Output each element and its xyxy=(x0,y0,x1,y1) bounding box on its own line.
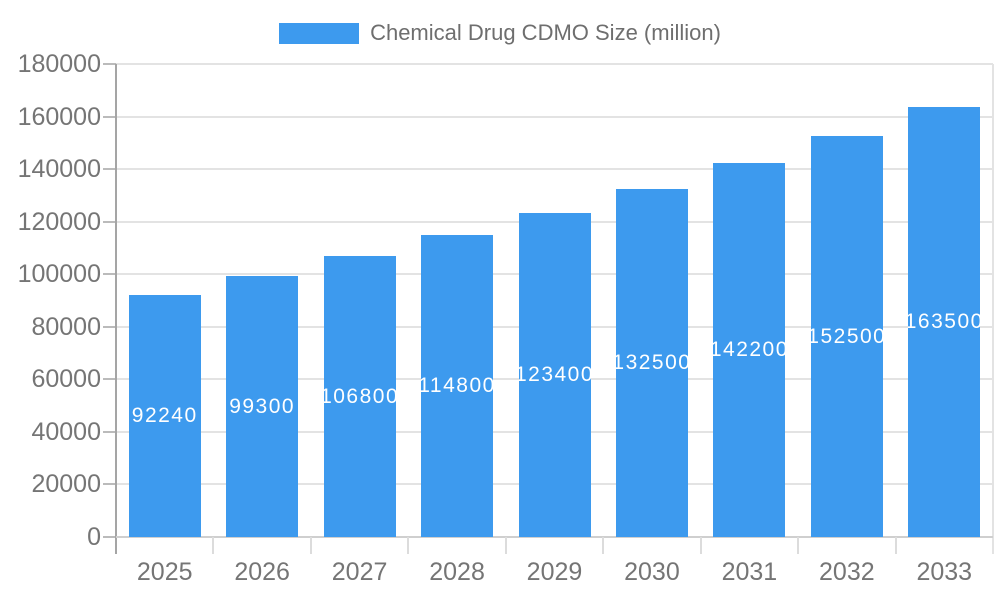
x-axis-tick-label: 2026 xyxy=(234,558,290,586)
bar-value-label: 99300 xyxy=(229,394,296,418)
bar[interactable]: 152500 xyxy=(810,136,883,537)
y-axis-line xyxy=(115,64,117,554)
legend[interactable]: Chemical Drug CDMO Size (million) xyxy=(0,22,1000,44)
y-tick-mark xyxy=(103,220,116,223)
y-axis-tick-label: 40000 xyxy=(31,417,101,446)
y-tick-mark xyxy=(103,430,116,433)
y-gridline xyxy=(116,115,993,118)
y-tick-mark xyxy=(103,536,116,538)
bar-value-label: 106800 xyxy=(323,384,396,408)
bar[interactable]: 142200 xyxy=(713,163,786,537)
x-axis-tick-label: 2027 xyxy=(331,558,388,586)
bar[interactable]: 114800 xyxy=(421,235,494,537)
y-axis-tick-label: 60000 xyxy=(31,365,101,394)
legend-swatch-icon xyxy=(279,22,360,44)
y-tick-mark xyxy=(103,115,116,118)
y-axis-tick-label: 160000 xyxy=(17,102,101,131)
x-axis-tick-label: 2033 xyxy=(916,558,973,586)
bar[interactable]: 99300 xyxy=(226,276,299,537)
x-axis-tick-label: 2029 xyxy=(526,558,583,586)
y-gridline xyxy=(116,63,993,65)
x-axis-tick-label: 2028 xyxy=(429,558,485,586)
x-tick-mark xyxy=(309,537,312,554)
bar[interactable]: 132500 xyxy=(615,188,688,537)
legend-label: Chemical Drug CDMO Size (million) xyxy=(370,20,721,45)
y-axis-tick-label: 180000 xyxy=(17,50,101,78)
bar-value-label: 142200 xyxy=(713,338,786,362)
y-tick-mark xyxy=(103,325,116,328)
bar-value-label: 163500 xyxy=(908,310,981,334)
bar[interactable]: 123400 xyxy=(518,212,591,537)
y-axis-tick-label: 120000 xyxy=(17,207,101,236)
y-tick-mark xyxy=(103,483,116,486)
y-axis-tick-label: 80000 xyxy=(31,312,101,341)
bar-value-label: 114800 xyxy=(421,374,494,398)
x-tick-mark xyxy=(797,537,800,554)
bar[interactable]: 92240 xyxy=(128,294,201,537)
x-axis-tick-label: 2032 xyxy=(819,558,875,586)
y-gridline xyxy=(116,168,993,171)
x-tick-mark xyxy=(699,537,702,554)
bar-value-label: 152500 xyxy=(810,324,883,348)
bar[interactable]: 106800 xyxy=(323,256,396,537)
y-axis-tick-label: 20000 xyxy=(31,470,101,499)
bar-value-label: 92240 xyxy=(131,403,198,427)
y-tick-mark xyxy=(103,168,116,171)
x-axis-tick-label: 2025 xyxy=(136,558,193,586)
bar[interactable]: 163500 xyxy=(908,107,981,537)
y-axis-tick-label: 140000 xyxy=(17,155,101,184)
x-axis-tick-label: 2030 xyxy=(624,558,680,586)
plot-right-border xyxy=(992,64,994,554)
x-tick-mark xyxy=(602,537,605,554)
y-tick-mark xyxy=(103,273,116,276)
y-axis-tick-label: 0 xyxy=(87,523,101,551)
y-tick-mark xyxy=(103,63,116,65)
x-tick-mark xyxy=(894,537,897,554)
bar-value-label: 123400 xyxy=(518,362,591,386)
x-tick-mark xyxy=(504,537,507,554)
x-tick-mark xyxy=(407,537,410,554)
x-axis-tick-label: 2031 xyxy=(721,558,778,586)
x-tick-mark xyxy=(212,537,215,554)
y-tick-mark xyxy=(103,378,116,381)
y-axis-tick-label: 100000 xyxy=(17,260,101,289)
x-axis-line xyxy=(116,536,993,538)
bar-value-label: 132500 xyxy=(615,350,688,374)
